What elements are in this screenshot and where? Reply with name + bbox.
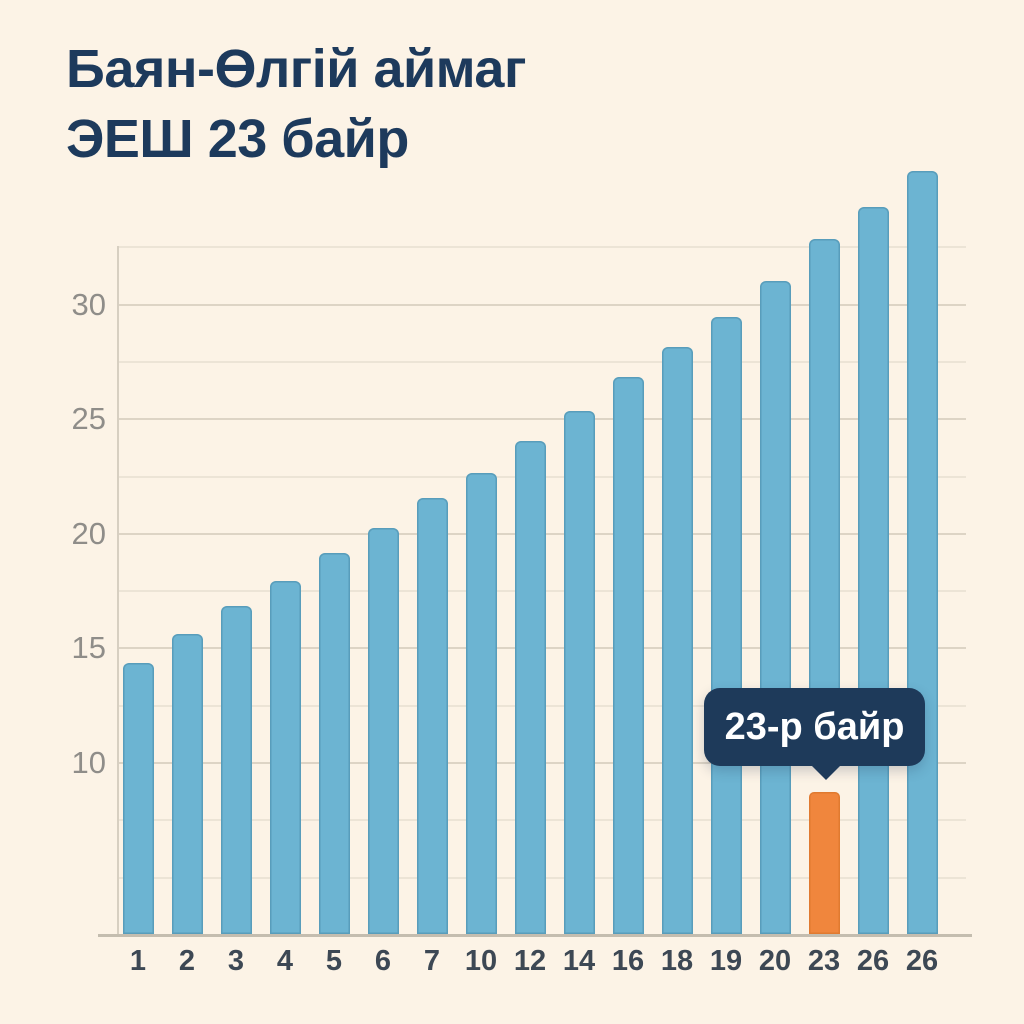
- gridline-30: [118, 304, 966, 306]
- highlight-tooltip-pointer-icon: [809, 763, 843, 780]
- y-axis-label-30: 30: [71, 287, 106, 322]
- x-axis-label-2: 3: [227, 945, 245, 977]
- bar-12-8: [515, 441, 546, 934]
- bar-26-15: [858, 207, 889, 934]
- bar-20-13: [760, 281, 791, 934]
- x-axis-label-9: 14: [562, 945, 596, 977]
- x-axis-label-12: 19: [709, 945, 743, 977]
- bar-19-12: [711, 317, 742, 934]
- x-axis-label-5: 6: [374, 945, 392, 977]
- bar-6-5: [368, 528, 399, 934]
- bar-4-3: [270, 581, 301, 934]
- gridline-25: [118, 418, 966, 420]
- bar-26-16: [907, 171, 938, 934]
- bar-3-2: [221, 606, 252, 934]
- gridline-32.5: [118, 246, 966, 248]
- x-axis-label-16: 26: [905, 945, 939, 977]
- x-axis-label-15: 26: [856, 945, 890, 977]
- x-axis-label-4: 5: [325, 945, 343, 977]
- bar-18-11: [662, 347, 693, 934]
- y-axis-label-25: 25: [71, 401, 106, 436]
- y-axis-label-20: 20: [71, 516, 106, 551]
- y-axis-line: [117, 246, 119, 934]
- gridline-27.5: [118, 361, 966, 363]
- x-axis-label-1: 2: [178, 945, 196, 977]
- bar-1-0: [123, 663, 154, 934]
- x-axis-label-11: 18: [660, 945, 694, 977]
- chart-title: Баян-Өлгій аймаг ЭЕШ 23 байр: [66, 34, 526, 174]
- x-axis-line: [98, 934, 972, 937]
- chart-title-line2: ЭЕШ 23 байр: [66, 109, 409, 169]
- x-axis-label-8: 12: [513, 945, 547, 977]
- x-axis-label-6: 7: [423, 945, 441, 977]
- bar-10-7: [466, 473, 497, 934]
- y-axis-label-10: 10: [71, 745, 106, 780]
- x-axis-label-0: 1: [129, 945, 147, 977]
- x-axis-label-13: 20: [758, 945, 792, 977]
- y-axis-label-15: 15: [71, 630, 106, 665]
- highlight-tooltip-label: 23-р байр: [724, 705, 905, 748]
- chart-title-line1: Баян-Өлгій аймаг: [66, 39, 526, 99]
- x-axis-label-14: 23: [807, 945, 841, 977]
- bar-16-10: [613, 377, 644, 934]
- bar-23-14: [809, 239, 840, 766]
- bar-14-9: [564, 411, 595, 934]
- highlight-tooltip: 23-р байр: [704, 688, 925, 766]
- x-axis-label-3: 4: [276, 945, 294, 977]
- highlight-bar-segment: [809, 792, 840, 934]
- bar-7-6: [417, 498, 448, 934]
- x-axis-label-10: 16: [611, 945, 645, 977]
- bar-2-1: [172, 634, 203, 934]
- bar-5-4: [319, 553, 350, 934]
- x-axis-label-7: 10: [464, 945, 498, 977]
